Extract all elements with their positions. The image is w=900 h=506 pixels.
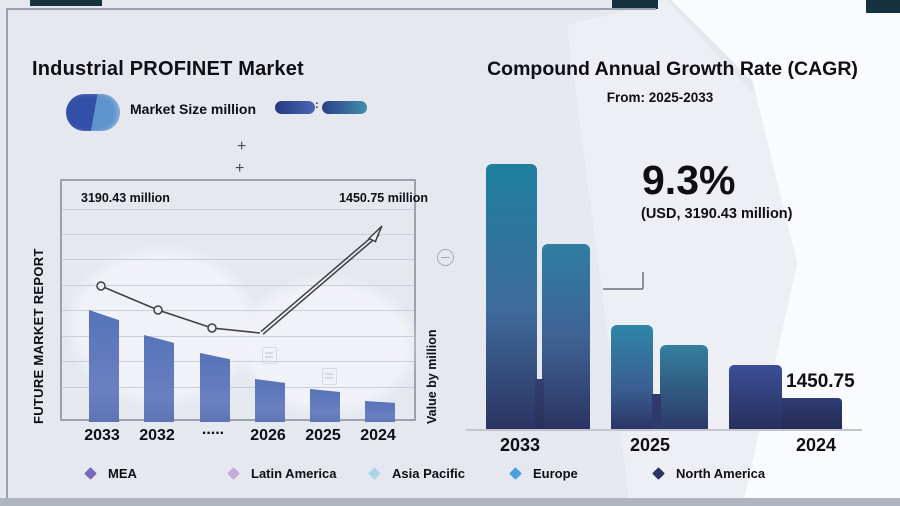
gridline [62,209,414,210]
bar-2024 [365,401,395,422]
callout-line [603,288,643,290]
cagr-bar-2024-primary [729,365,782,429]
document-icon [262,347,277,364]
end-value-2024: 1450.75 [786,371,855,392]
cagr-basis: (USD, 3190.43 million) [641,206,793,222]
minus-icon[interactable] [437,249,454,266]
callout-line [642,272,644,289]
database-cylinder-icon [66,94,120,131]
market-size-chart: 3190.43 million 1450.75 million [60,179,428,422]
page-border-bottom [0,498,900,506]
gradient-pill-dark [275,101,315,114]
bar-2032 [144,335,174,422]
legend-label: Latin America [251,465,337,481]
right-chart-axis [466,429,862,431]
gridline [62,361,414,362]
legend-item-latin-america: Latin America [227,464,337,482]
x-label: 2024 [795,435,837,455]
diamond-swatch [652,466,665,480]
cagr-value: 9.3% [642,157,736,203]
diamond-swatch [227,466,240,480]
gridline [62,285,414,286]
top-edge-sliver [30,0,102,6]
cagr-bar-2033-primary [486,164,537,429]
legend-item-north-america: North America [652,464,766,482]
document-icon [322,368,337,385]
page-title: Industrial PROFINET Market [32,58,304,80]
cagr-bar-2033-secondary [542,244,590,429]
start-value-label: 3190.43 million [81,191,170,205]
legend-label: Europe [533,465,578,481]
gridline [62,310,414,311]
page-border-top [6,8,656,10]
end-value-label: 1450.75 million [339,191,428,205]
x-label: 2025 [629,435,671,455]
page-border-left [6,8,8,498]
cagr-bar-2025-base [652,394,661,429]
legend-item-europe: Europe [509,464,578,482]
future-market-report-watermark: FUTURE MARKET REPORT [31,248,46,424]
trend-line-arrow [96,225,383,335]
pill-separator: : [315,99,319,111]
legend-label: North America [676,465,766,481]
diamond-swatch [84,466,97,480]
x-label: 2026 [250,427,286,444]
cagr-bar-2025-primary [611,325,653,429]
x-label: 2032 [139,427,175,444]
bar-2025 [310,389,340,422]
x-label: 2033 [499,435,541,455]
bar-ellipsis [200,353,230,422]
value-axis-label: Value by million [425,329,439,424]
diamond-swatch [509,466,522,480]
cagr-bar-2033-base [535,379,544,429]
bar-2033 [89,310,119,422]
plus-icon[interactable]: + [237,138,247,155]
cagr-bar-2025-secondary [660,345,708,429]
x-label: 2025 [305,427,341,444]
gridline [62,259,414,260]
cagr-bar-2024-secondary [782,398,842,429]
legend-label: Asia Pacific [392,465,465,481]
legend-item-asia-pacific: Asia Pacific [368,464,465,482]
gradient-pill-teal [322,101,367,114]
cagr-subtitle: From: 2025-2033 [606,90,714,105]
x-label: ..... [201,421,225,438]
legend-label: MEA [108,465,137,481]
gridline [62,387,414,388]
diamond-swatch [368,466,381,480]
legend-item-mea: MEA [84,464,137,482]
cagr-title: Compound Annual Growth Rate (CAGR) [487,58,858,80]
top-edge-sliver [866,0,900,13]
plus-icon[interactable]: + [235,160,245,177]
gridline [62,336,414,337]
x-label: 2024 [360,427,396,444]
gridline [62,234,414,235]
top-edge-sliver [612,0,658,9]
bar-2026 [255,379,285,422]
x-label: 2033 [84,427,120,444]
market-size-label: Market Size million [130,101,257,117]
